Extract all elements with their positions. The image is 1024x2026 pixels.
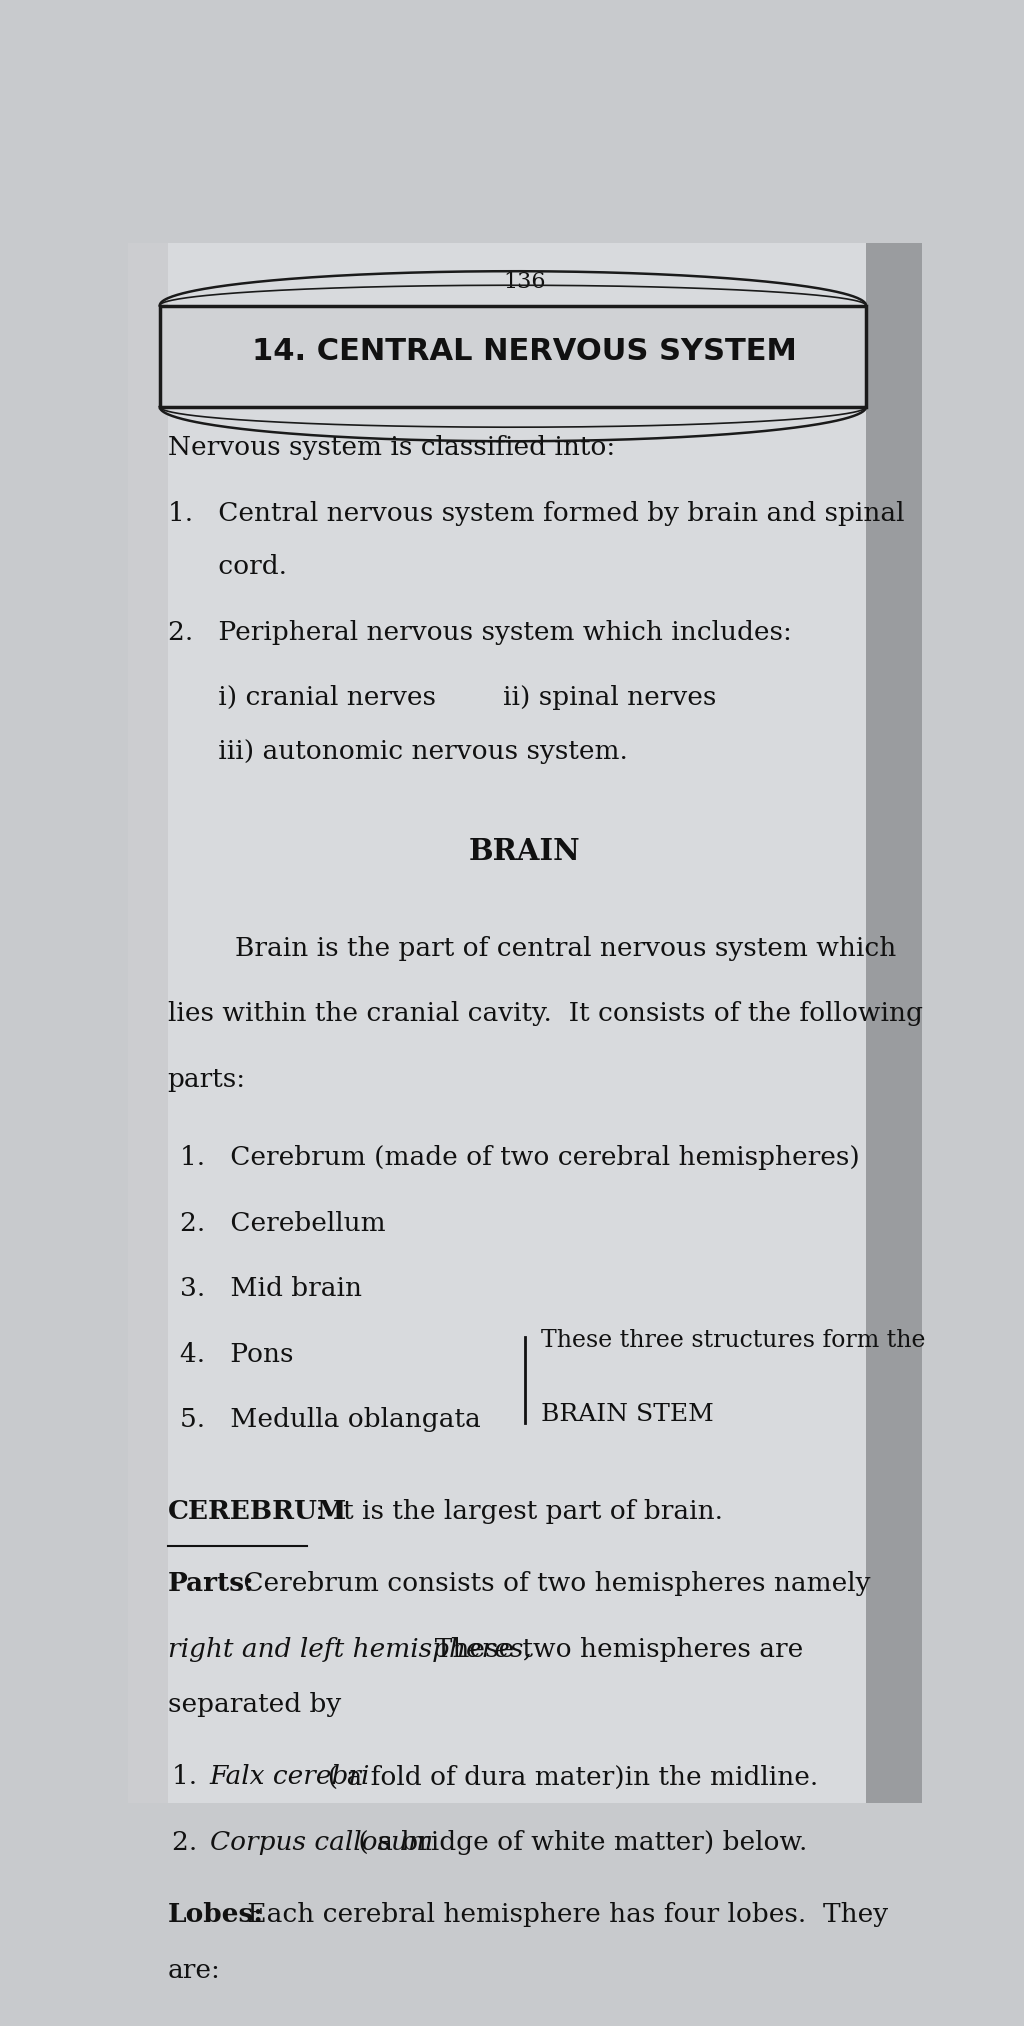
Text: CEREBRUM: CEREBRUM <box>168 1499 347 1524</box>
Text: Nervous system is classified into:: Nervous system is classified into: <box>168 436 615 460</box>
Text: 5.   Medulla oblangata: 5. Medulla oblangata <box>179 1408 480 1432</box>
Text: 1.: 1. <box>172 1765 214 1789</box>
Text: 2.: 2. <box>172 1829 214 1856</box>
Text: right and left hemispheres,: right and left hemispheres, <box>168 1637 531 1661</box>
Text: iii) autonomic nervous system.: iii) autonomic nervous system. <box>168 739 628 764</box>
Text: ( a bridge of white matter) below.: ( a bridge of white matter) below. <box>350 1829 808 1856</box>
Text: BRAIN: BRAIN <box>469 837 581 867</box>
Text: cord.: cord. <box>168 555 287 579</box>
Text: 1.   Cerebrum (made of two cerebral hemispheres): 1. Cerebrum (made of two cerebral hemisp… <box>179 1145 859 1171</box>
Text: lies within the cranial cavity.  It consists of the following: lies within the cranial cavity. It consi… <box>168 1001 923 1025</box>
Text: separated by: separated by <box>168 1692 341 1718</box>
Text: Parts:: Parts: <box>168 1570 254 1596</box>
Text: Brain is the part of central nervous system which: Brain is the part of central nervous sys… <box>168 936 896 960</box>
Text: 136: 136 <box>504 271 546 294</box>
FancyBboxPatch shape <box>160 306 866 407</box>
Text: 2.   Cerebellum: 2. Cerebellum <box>179 1212 385 1236</box>
Text: ( a fold of dura mater)in the midline.: ( a fold of dura mater)in the midline. <box>310 1765 818 1789</box>
Text: These two hemispheres are: These two hemispheres are <box>418 1637 803 1661</box>
Text: i) cranial nerves        ii) spinal nerves: i) cranial nerves ii) spinal nerves <box>168 685 716 711</box>
Text: 4.   Pons: 4. Pons <box>179 1341 293 1368</box>
Text: : It is the largest part of brain.: : It is the largest part of brain. <box>306 1499 723 1524</box>
Text: These three structures form the: These three structures form the <box>541 1329 925 1351</box>
Text: Falx cerebri: Falx cerebri <box>210 1765 370 1789</box>
Text: 1.   Central nervous system formed by brain and spinal: 1. Central nervous system formed by brai… <box>168 500 904 525</box>
Text: Cerebrum consists of two hemispheres namely: Cerebrum consists of two hemispheres nam… <box>236 1570 870 1596</box>
Bar <box>128 243 168 1803</box>
Text: Lobes:: Lobes: <box>168 1902 264 1927</box>
Bar <box>866 243 922 1803</box>
Text: 3.   Mid brain: 3. Mid brain <box>179 1276 361 1301</box>
Text: 14. CENTRAL NERVOUS SYSTEM: 14. CENTRAL NERVOUS SYSTEM <box>252 336 798 367</box>
Text: are:: are: <box>168 1957 220 1983</box>
Text: 2.   Peripheral nervous system which includes:: 2. Peripheral nervous system which inclu… <box>168 620 792 644</box>
Text: BRAIN STEM: BRAIN STEM <box>541 1402 714 1426</box>
Text: Each cerebral hemisphere has four lobes.  They: Each cerebral hemisphere has four lobes.… <box>240 1902 888 1927</box>
Text: parts:: parts: <box>168 1066 246 1092</box>
Text: Corpus callosum: Corpus callosum <box>210 1829 433 1856</box>
